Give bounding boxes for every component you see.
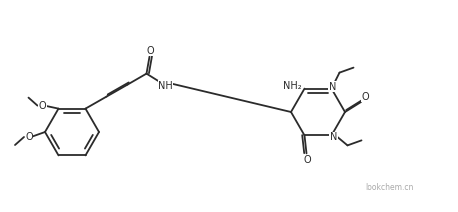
Text: NH: NH [158,81,173,91]
Text: O: O [361,92,369,102]
Text: lookchem.cn: lookchem.cn [365,184,414,192]
Text: O: O [147,46,154,56]
Text: NH₂: NH₂ [283,81,302,91]
Text: O: O [38,101,46,111]
Text: O: O [304,155,311,165]
Text: O: O [25,132,33,142]
Text: N: N [329,82,336,92]
Text: N: N [330,132,337,142]
